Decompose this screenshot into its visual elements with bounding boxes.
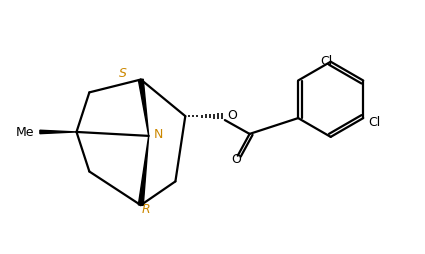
Text: Cl: Cl bbox=[320, 55, 333, 68]
Polygon shape bbox=[139, 80, 149, 136]
Text: O: O bbox=[231, 152, 241, 165]
Polygon shape bbox=[138, 136, 149, 205]
Polygon shape bbox=[40, 131, 76, 134]
Text: S: S bbox=[119, 66, 127, 79]
Text: Cl: Cl bbox=[368, 115, 380, 128]
Text: Me: Me bbox=[15, 126, 34, 139]
Text: N: N bbox=[154, 128, 163, 141]
Text: R: R bbox=[142, 202, 150, 215]
Text: O: O bbox=[227, 108, 237, 121]
